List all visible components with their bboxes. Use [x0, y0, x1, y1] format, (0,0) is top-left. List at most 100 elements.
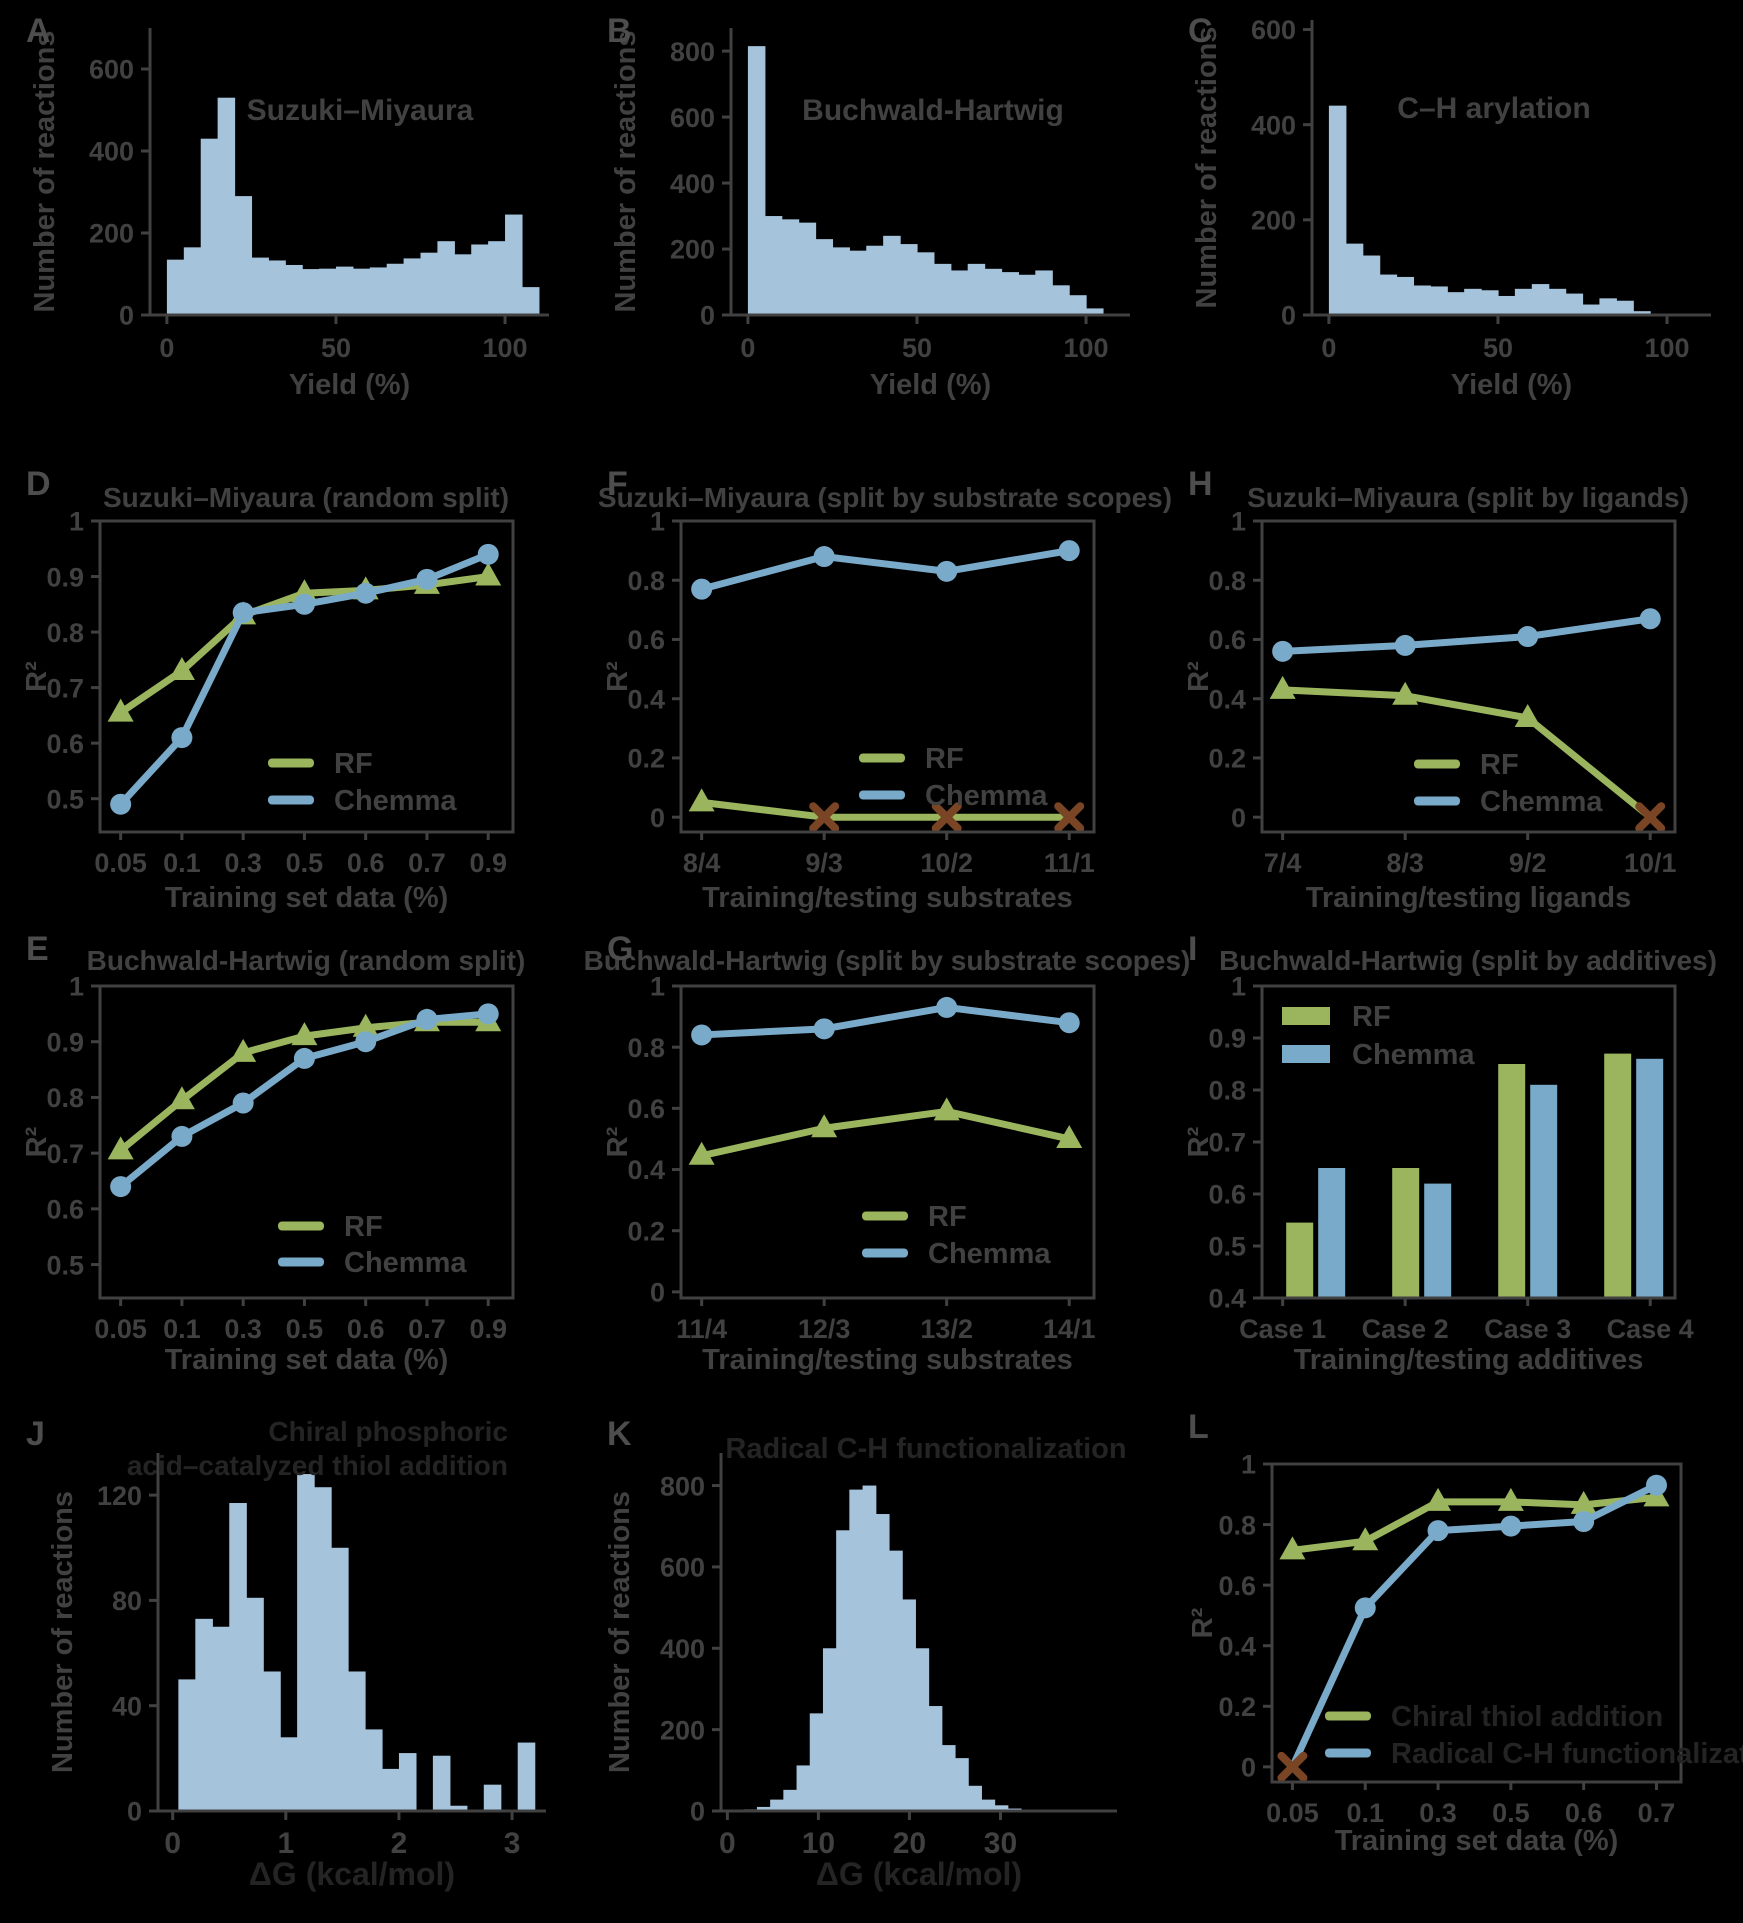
chart-title: Buchwald-Hartwig (split by additives): [1219, 945, 1717, 976]
circle-marker: [232, 602, 254, 624]
histogram-bar: [781, 219, 800, 315]
x-tick-label: 0.3: [1419, 1798, 1457, 1828]
x-tick-label: 0.3: [224, 848, 262, 878]
bar-chemma: [1318, 1168, 1346, 1298]
histogram-bar: [297, 1474, 315, 1811]
histogram-bar: [398, 1753, 417, 1811]
panel-d: 0.5 0.6 0.7 0.8 0.9 1 0.05 0.1 0.3 0.5 0.6 0.7 0.9 R²…: [0, 455, 581, 917]
y-tick-label: 600: [1251, 15, 1296, 45]
plot-frame: [679, 984, 1096, 1300]
y-tick-label: 40: [112, 1691, 142, 1721]
panel-c: 0 200 400 600 0 50 100 Number of reactions Yield…: [1162, 0, 1743, 452]
y-tick-label: 0.5: [46, 784, 84, 814]
circle-marker: [355, 582, 377, 604]
legend-label: RF: [1352, 1001, 1391, 1033]
x-tick-label: 3: [504, 1827, 521, 1860]
legend-swatch: [1325, 1748, 1371, 1758]
y-tick-label: 0.7: [1208, 1128, 1246, 1158]
chart-g: 0 0.2 0.4 0.6 0.8 1 11/4 12/3 13/2 14/1 R² Training…: [584, 930, 1191, 1376]
histogram-bar: [234, 196, 253, 315]
x-tick-label: Case 4: [1607, 1314, 1694, 1344]
chart-k: 0 200 400 600 800 0 10 20 30 Number of reactions Δ…: [604, 1415, 1127, 1892]
histogram-bar: [1481, 290, 1499, 315]
y-tick-label: 0.6: [1208, 625, 1246, 655]
x-tick-label: 10/1: [1624, 848, 1677, 878]
chart-title: Suzuki–Miyaura (split by ligands): [1247, 482, 1689, 513]
plot-frame: [1260, 519, 1677, 834]
circle-marker: [416, 1008, 438, 1030]
chart-b: 0 200 400 600 800 0 50 100 Number of reactions Yi…: [607, 12, 1130, 401]
x-tick-label: 20: [893, 1827, 926, 1860]
y-tick-label: 0.4: [1208, 684, 1246, 714]
y-axis-label: Number of reactions: [29, 31, 61, 313]
line-series: [1279, 615, 1654, 655]
x-axis-label: Training set data (%): [165, 882, 449, 914]
x-tick-label: 0.9: [469, 848, 507, 878]
triangle-marker: [1425, 1487, 1452, 1511]
legend-label: Chemma: [1352, 1039, 1475, 1071]
legend-swatch: [859, 790, 905, 800]
y-tick-label: 0.6: [46, 1195, 84, 1225]
triangle-marker: [352, 1013, 379, 1037]
histogram-bar: [875, 1514, 890, 1811]
histogram-bar: [883, 235, 901, 315]
histogram-bar: [314, 1487, 332, 1811]
triangle-marker: [811, 1114, 838, 1138]
histogram-bar: [178, 1679, 196, 1811]
plot-frame: [98, 519, 515, 834]
circle-marker: [1500, 1515, 1522, 1537]
histogram-bar: [1362, 255, 1381, 315]
histogram-bar: [1001, 272, 1020, 315]
line-series: [698, 547, 1073, 593]
x-tick-label: 0.5: [286, 848, 324, 878]
y-tick-label: 0.8: [627, 566, 665, 596]
triangle-marker: [475, 562, 502, 586]
x-tick-label: 0.9: [469, 1314, 507, 1344]
triangle-marker: [230, 1038, 257, 1062]
x-tick-label: 11/1: [1044, 848, 1095, 878]
y-axis-label: R²: [602, 1126, 634, 1157]
y-tick-label: 0.5: [1208, 1232, 1246, 1262]
triangle-marker: [1392, 681, 1419, 705]
x-tick-label: 100: [483, 333, 528, 363]
x-tick-label: 0: [159, 333, 174, 363]
x-tick-label: 0.05: [94, 1314, 147, 1344]
panel-e: 0.5 0.6 0.7 0.8 0.9 1 0.05 0.1 0.3 0.5 0.6 0.7 0.9 R²…: [0, 920, 581, 1398]
legend-swatch: [862, 1211, 908, 1221]
y-tick-label: 0.9: [1208, 1024, 1246, 1054]
y-axis-label: R²: [602, 661, 634, 692]
histogram-bar: [280, 1737, 298, 1811]
circle-marker: [293, 1047, 315, 1069]
circle-marker: [936, 560, 958, 582]
legend-swatch: [268, 795, 314, 805]
legend-swatch: [278, 1221, 324, 1231]
legend-label: Radical C-H functionalization: [1391, 1738, 1743, 1770]
legend-swatch: [1282, 1045, 1330, 1063]
histogram-bar: [1379, 274, 1398, 315]
x-tick-label: 0: [1321, 333, 1336, 363]
x-axis-label: Training/testing additives: [1294, 1344, 1644, 1376]
circle-marker: [293, 593, 315, 615]
y-tick-label: 600: [89, 55, 134, 85]
y-tick-label: 0: [1241, 1753, 1256, 1783]
histogram-bar: [381, 1768, 400, 1811]
triangle-marker: [1570, 1490, 1597, 1514]
x-axis-label: ΔG (kcal/mol): [816, 1856, 1022, 1892]
circle-marker: [1058, 1012, 1080, 1034]
line-series: [698, 1107, 1073, 1160]
panel-f: 0 0.2 0.4 0.6 0.8 1 8/4 9/3 10/2 11/1 R² Training/t…: [581, 455, 1172, 917]
panel-letter: D: [26, 465, 51, 503]
chart-title: Buchwald-Hartwig (split by substrate sco…: [584, 945, 1191, 976]
histogram-bar: [798, 222, 817, 315]
legend-label: RF: [334, 748, 373, 780]
y-axis-label: Number of reactions: [610, 31, 642, 313]
y-tick-label: 1: [69, 507, 84, 537]
histogram-bar: [1582, 304, 1601, 315]
chart-title: C–H arylation: [1397, 92, 1590, 125]
histogram-bar: [941, 1745, 956, 1811]
plot-frame: [679, 519, 1096, 834]
y-tick-label: 0.8: [1208, 566, 1246, 596]
histogram-bar: [994, 1805, 1009, 1811]
x-axis-label: Training/testing substrates: [702, 882, 1073, 914]
